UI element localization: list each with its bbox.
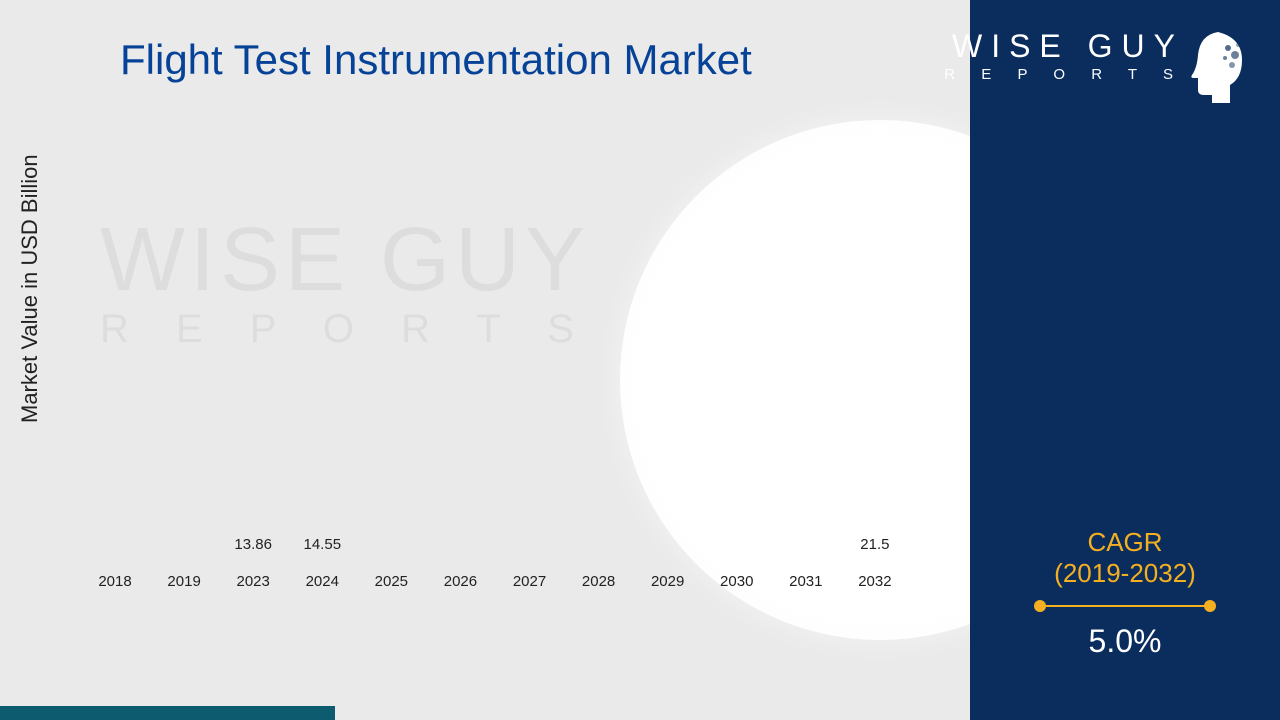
- x-tick-label: 2027: [502, 573, 556, 590]
- x-tick-label: 2032: [848, 573, 902, 590]
- bottom-accent-bar: [0, 706, 335, 720]
- cagr-block: CAGR (2019-2032) 5.0%: [1010, 527, 1240, 660]
- x-tick-label: 2025: [364, 573, 418, 590]
- bars-container: 13.86 14.55 21.5: [80, 160, 910, 560]
- chart-container: WISE GUY R E P O R T S WISE GUY R E P O …: [0, 0, 1280, 720]
- x-tick-label: 2026: [433, 573, 487, 590]
- x-tick-label: 2019: [157, 573, 211, 590]
- bar-value-label: 14.55: [295, 536, 349, 556]
- cagr-label: CAGR: [1010, 527, 1240, 558]
- brand-logo: WISE GUY R E P O R T S: [944, 30, 1250, 105]
- bar-value-label: 21.5: [848, 536, 902, 556]
- chart-area: 13.8614.5521.5 2018201920232024202520262…: [80, 160, 910, 590]
- bar-value-label: 13.86: [226, 536, 280, 556]
- x-tick-label: 2029: [641, 573, 695, 590]
- x-tick-label: 2023: [226, 573, 280, 590]
- head-icon: [1190, 30, 1250, 105]
- cagr-value: 5.0%: [1010, 623, 1240, 660]
- x-tick-label: 2031: [779, 573, 833, 590]
- x-labels-container: 2018 2019 2023 2024 2025 2026 2027 2028 2029 2030…: [80, 573, 910, 590]
- y-axis-label: Market Value in USD Billion: [17, 154, 43, 423]
- cagr-years: (2019-2032): [1010, 558, 1240, 589]
- x-tick-label: 2024: [295, 573, 349, 590]
- x-tick-label: 2018: [88, 573, 142, 590]
- logo-text-main: WISE GUY: [944, 30, 1184, 62]
- x-tick-label: 2030: [710, 573, 764, 590]
- logo-text-sub: R E P O R T S: [944, 66, 1184, 83]
- cagr-divider: [1040, 605, 1210, 607]
- x-tick-label: 2028: [572, 573, 626, 590]
- chart-title: Flight Test Instrumentation Market: [120, 36, 752, 84]
